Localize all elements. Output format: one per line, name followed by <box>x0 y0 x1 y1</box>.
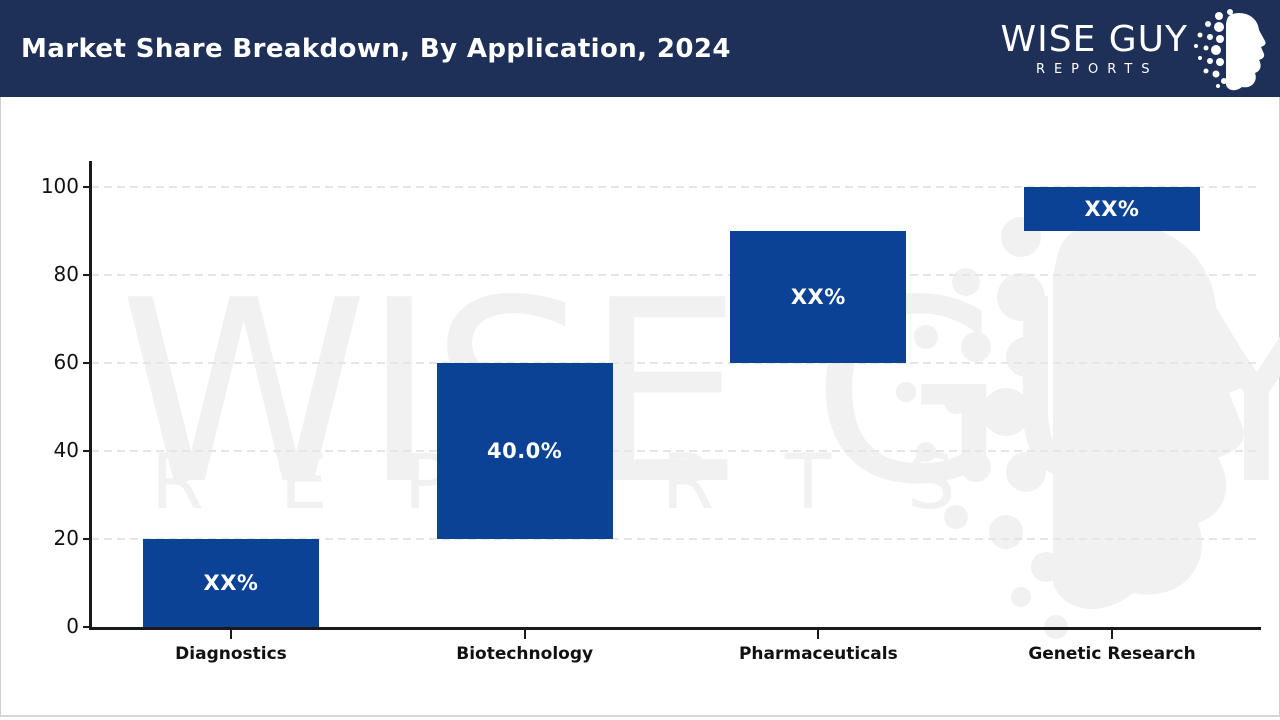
y-axis-label-40: 40 <box>53 438 79 462</box>
gridline-40 <box>91 450 1261 452</box>
x-axis-tick-3 <box>1111 629 1113 639</box>
y-axis-label-0: 0 <box>66 614 79 638</box>
gridline-60 <box>91 362 1261 364</box>
logo-subtitle: REPORTS <box>1035 61 1159 77</box>
gridline-100 <box>91 186 1261 188</box>
bar-pharmaceuticals-text: XX% <box>790 285 846 309</box>
x-axis-line <box>89 627 1261 630</box>
y-axis-tick-0 <box>83 626 91 628</box>
y-axis-label-20: 20 <box>53 526 79 550</box>
header-bar: Market Share Breakdown, By Application, … <box>0 0 1280 97</box>
chart-canvas: WISE GUY REPORTS 020406080100XX%Diagnost… <box>0 97 1280 717</box>
y-axis-tick-80 <box>83 274 91 276</box>
gridline-80 <box>91 274 1261 276</box>
watermark-head-icon <box>896 201 1252 639</box>
y-axis-label-80: 80 <box>53 262 79 286</box>
bar-diagnostics-text: XX% <box>203 571 259 595</box>
x-axis-label-0: Diagnostics <box>175 644 287 664</box>
x-axis-tick-2 <box>817 629 820 639</box>
y-axis-tick-40 <box>83 450 91 452</box>
gridline-20 <box>91 538 1261 540</box>
y-axis-tick-20 <box>83 538 91 540</box>
y-axis-tick-60 <box>83 362 91 364</box>
x-axis-tick-1 <box>523 629 526 639</box>
y-axis-label-60: 60 <box>53 350 79 374</box>
bar-diagnostics: XX% <box>143 539 319 627</box>
page-title: Market Share Breakdown, By Application, … <box>21 33 731 64</box>
dotted-head-icon <box>1194 9 1266 91</box>
y-axis-line <box>89 161 92 629</box>
bar-genetic-research-text: XX% <box>1084 197 1140 221</box>
bar-biotechnology: 40.0% <box>436 363 613 539</box>
bar-biotechnology-text: 40.0% <box>486 439 563 463</box>
x-axis-label-3: Genetic Research <box>1028 644 1196 664</box>
x-axis-label-1: Biotechnology <box>456 644 594 664</box>
watermark-wordmark: WISE GUY <box>119 247 1280 540</box>
x-axis-label-2: Pharmaceuticals <box>738 644 898 664</box>
logo-text: WISE GUY REPORTS <box>1001 20 1189 77</box>
bar-pharmaceuticals: XX% <box>730 231 907 363</box>
y-axis-label-100: 100 <box>40 174 79 198</box>
wise-guy-reports-logo: WISE GUY REPORTS <box>1001 6 1266 92</box>
logo-wordmark: WISE GUY <box>1000 19 1188 60</box>
bar-genetic-research: XX% <box>1024 187 1200 231</box>
y-axis-tick-100 <box>83 186 91 188</box>
x-axis-tick-0 <box>230 629 232 639</box>
